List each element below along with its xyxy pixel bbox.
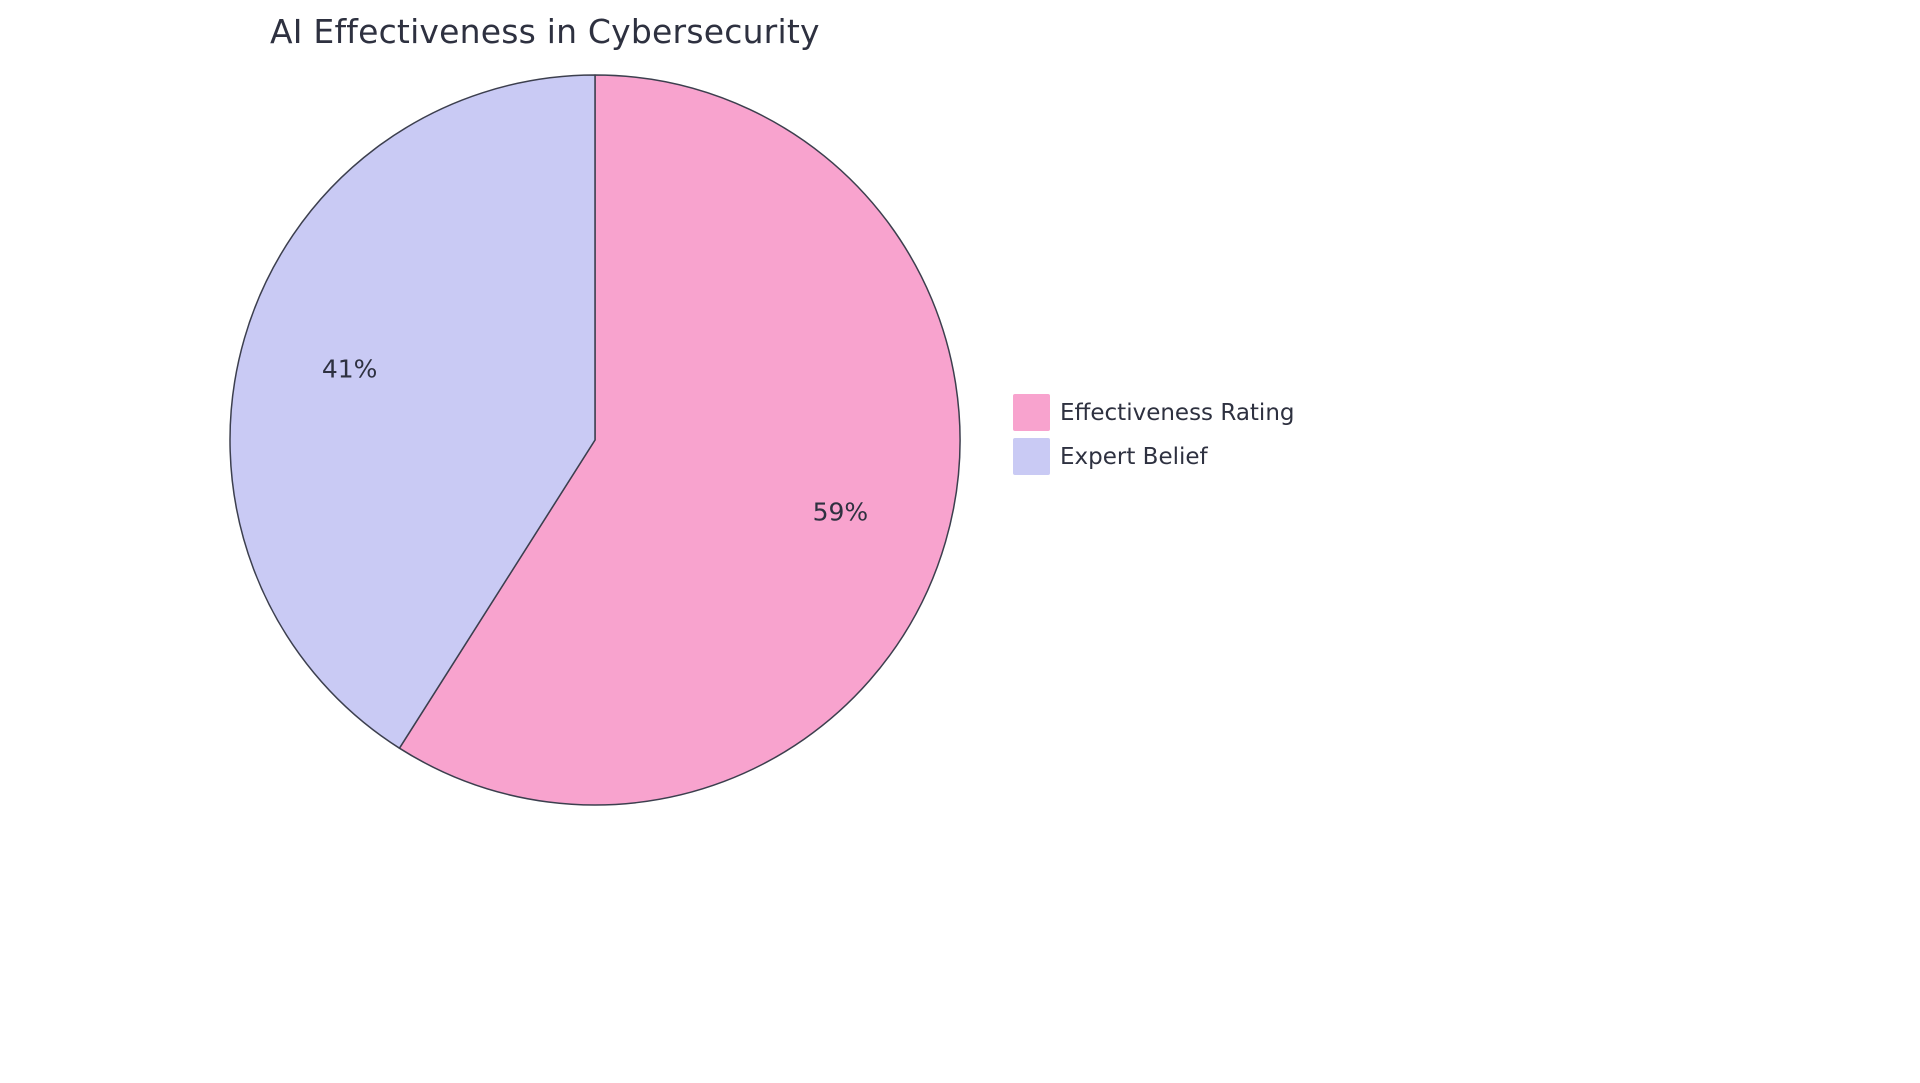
legend-swatch-effectiveness-rating xyxy=(1013,394,1050,431)
pie-slice-value-label-expert-belief: 41% xyxy=(322,355,378,384)
legend-label-effectiveness-rating: Effectiveness Rating xyxy=(1060,399,1295,426)
chart-title: AI Effectiveness in Cybersecurity xyxy=(270,12,820,51)
legend-swatch-expert-belief xyxy=(1013,438,1050,475)
legend-item-effectiveness-rating: Effectiveness Rating xyxy=(1013,394,1295,431)
chart-legend: Effectiveness Rating Expert Belief xyxy=(1013,394,1295,475)
legend-item-expert-belief: Expert Belief xyxy=(1013,438,1295,475)
pie-slice-expert-belief xyxy=(229,74,596,749)
pie-slice-value-label-effectiveness-rating: 59% xyxy=(813,497,869,526)
legend-label-expert-belief: Expert Belief xyxy=(1060,443,1208,470)
pie-slice-effectiveness-rating xyxy=(398,74,961,806)
